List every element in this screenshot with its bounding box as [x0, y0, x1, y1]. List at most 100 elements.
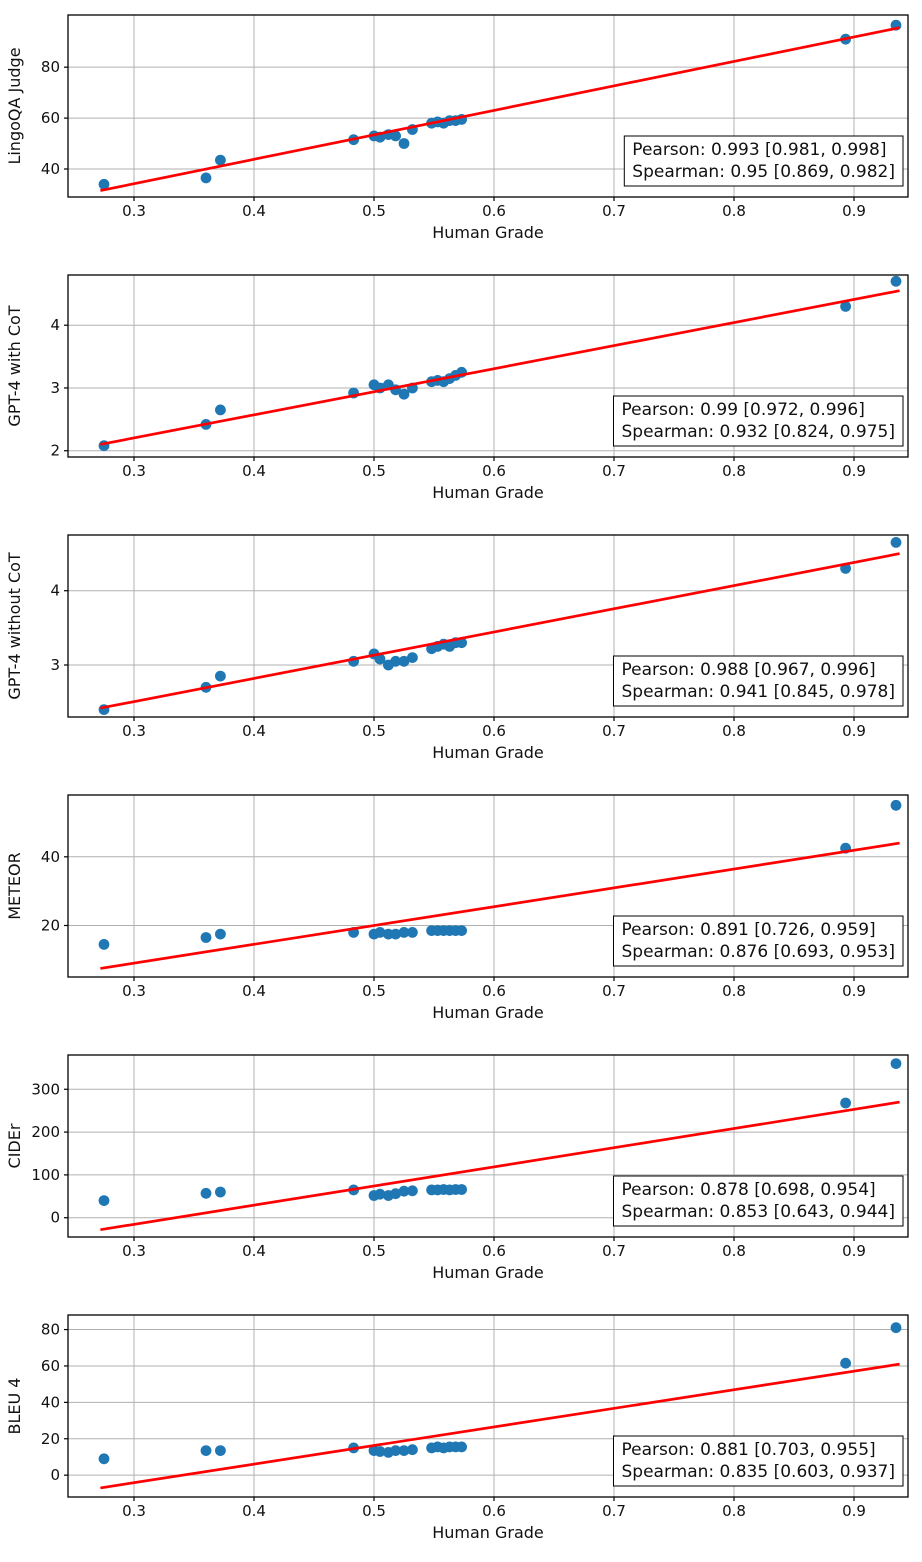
data-point [390, 928, 401, 940]
x-tick-label: 0.6 [482, 1242, 506, 1260]
x-axis-label: Human Grade [432, 743, 544, 762]
y-tick-label: 200 [31, 1123, 60, 1141]
annotation-box [612, 1435, 904, 1487]
data-point [200, 932, 212, 943]
x-axis-label: Human Grade [432, 483, 544, 502]
chart-canvas-gpt-4-with-cot: 0.3 0.4 0.5 0.6 0.7 0.8 0.9 2 3 4 Pearson: 0.99 [0… [5, 274, 909, 502]
x-tick-label: 0.5 [362, 202, 386, 220]
x-tick-label: 0.7 [602, 462, 626, 480]
y-tick-label: 40 [41, 1393, 60, 1411]
data-point [890, 799, 902, 811]
y-tick-label: 0 [50, 1209, 60, 1227]
regression-line [100, 26, 900, 192]
plot-border [67, 534, 909, 718]
annotation-spearman: Spearman: 0.941 [0.845, 0.978] [621, 682, 895, 702]
annotation-pearson: Pearson: 0.891 [0.726, 0.959] [621, 920, 875, 940]
x-tick-label: 0.7 [602, 1502, 626, 1520]
annotation-pearson: Pearson: 0.99 [0.972, 0.996] [621, 400, 864, 420]
x-tick-label: 0.6 [482, 202, 506, 220]
data-point [374, 1188, 386, 1200]
data-point [215, 928, 226, 940]
x-tick-label: 0.3 [122, 1242, 146, 1260]
annotation-box [612, 655, 904, 707]
data-point [200, 1187, 212, 1199]
regression-line [100, 841, 900, 970]
y-tick-label: 60 [41, 109, 60, 127]
y-axis-label: CIDEr [5, 1123, 24, 1168]
data-point [890, 1322, 902, 1334]
x-tick-label: 0.4 [242, 202, 266, 220]
x-axis-label: Human Grade [432, 1003, 544, 1022]
data-point [456, 1184, 467, 1195]
annotation-pearson: Pearson: 0.878 [0.698, 0.954] [621, 1180, 875, 1200]
annotation-pearson: Pearson: 0.881 [0.703, 0.955] [621, 1440, 875, 1460]
chart-canvas-lingoqa-judge: 0.3 0.4 0.5 0.6 0.7 0.8 0.9 40 60 80 Pearson: 0.99… [5, 14, 909, 242]
y-tick-label: 3 [50, 379, 60, 397]
annotation-spearman: Spearman: 0.853 [0.643, 0.944] [621, 1202, 895, 1222]
data-point [407, 1185, 418, 1197]
annotation-pearson: Pearson: 0.993 [0.981, 0.998] [632, 140, 886, 160]
x-tick-label: 0.5 [362, 1242, 386, 1260]
data-point [398, 388, 410, 400]
data-point [840, 301, 851, 312]
x-tick-label: 0.4 [242, 1242, 266, 1260]
x-tick-label: 0.4 [242, 982, 266, 1000]
x-tick-label: 0.8 [722, 462, 746, 480]
x-tick-label: 0.9 [842, 982, 866, 1000]
plot-border [67, 274, 909, 458]
x-tick-label: 0.9 [842, 462, 866, 480]
annotation-box [612, 915, 904, 967]
x-axis-label: Human Grade [432, 223, 544, 242]
data-point [407, 927, 418, 938]
y-tick-label: 100 [31, 1166, 60, 1184]
annotation-box [612, 395, 904, 447]
data-point [374, 1446, 386, 1457]
x-tick-label: 0.6 [482, 462, 506, 480]
x-tick-label: 0.5 [362, 722, 386, 740]
annotation-spearman: Spearman: 0.835 [0.603, 0.937] [621, 1462, 895, 1482]
data-point [890, 537, 902, 548]
regression-line [100, 1100, 900, 1232]
data-point [840, 1357, 851, 1369]
y-tick-label: 3 [50, 656, 60, 674]
data-point [390, 1445, 401, 1456]
data-point [398, 655, 410, 667]
plot-border [67, 1314, 909, 1498]
regression-line [100, 552, 900, 710]
annotation-spearman: Spearman: 0.932 [0.824, 0.975] [621, 422, 895, 442]
data-point [390, 130, 401, 142]
data-point [398, 138, 410, 149]
y-axis-label: GPT-4 without CoT [5, 552, 24, 700]
y-axis-label: BLEU 4 [5, 1378, 24, 1435]
x-tick-label: 0.5 [362, 462, 386, 480]
regression-line [100, 1362, 900, 1490]
data-point [398, 927, 410, 938]
chart-canvas-gpt-4-without-cot: 0.3 0.4 0.5 0.6 0.7 0.8 0.9 3 4 Pearson: 0.988 [0… [5, 534, 909, 762]
x-tick-label: 0.8 [722, 722, 746, 740]
y-tick-label: 80 [41, 1321, 60, 1339]
y-tick-label: 20 [41, 916, 60, 934]
plot-border [67, 1054, 909, 1238]
data-point [200, 1445, 212, 1456]
plot-border [67, 14, 909, 198]
annotation-pearson: Pearson: 0.988 [0.967, 0.996] [621, 660, 875, 680]
chart-gpt-4-without-cot: 0.3 0.4 0.5 0.6 0.7 0.8 0.9 3 4 Pearson: 0.988 [0… [0, 521, 922, 781]
x-tick-label: 0.6 [482, 982, 506, 1000]
annotation-spearman: Spearman: 0.95 [0.869, 0.982] [632, 162, 895, 182]
y-tick-label: 40 [41, 848, 60, 866]
y-tick-label: 4 [50, 316, 60, 334]
x-tick-label: 0.3 [122, 982, 146, 1000]
x-tick-label: 0.8 [722, 1502, 746, 1520]
x-tick-label: 0.8 [722, 202, 746, 220]
y-tick-label: 2 [50, 442, 60, 460]
x-axis-label: Human Grade [432, 1523, 544, 1542]
x-tick-label: 0.7 [602, 722, 626, 740]
data-point [215, 154, 226, 166]
x-tick-label: 0.3 [122, 462, 146, 480]
x-tick-label: 0.7 [602, 982, 626, 1000]
chart-gpt-4-with-cot: 0.3 0.4 0.5 0.6 0.7 0.8 0.9 2 3 4 Pearson: 0.99 [0… [0, 261, 922, 521]
data-point [215, 1186, 226, 1198]
data-point [398, 1185, 410, 1197]
x-tick-label: 0.9 [842, 722, 866, 740]
